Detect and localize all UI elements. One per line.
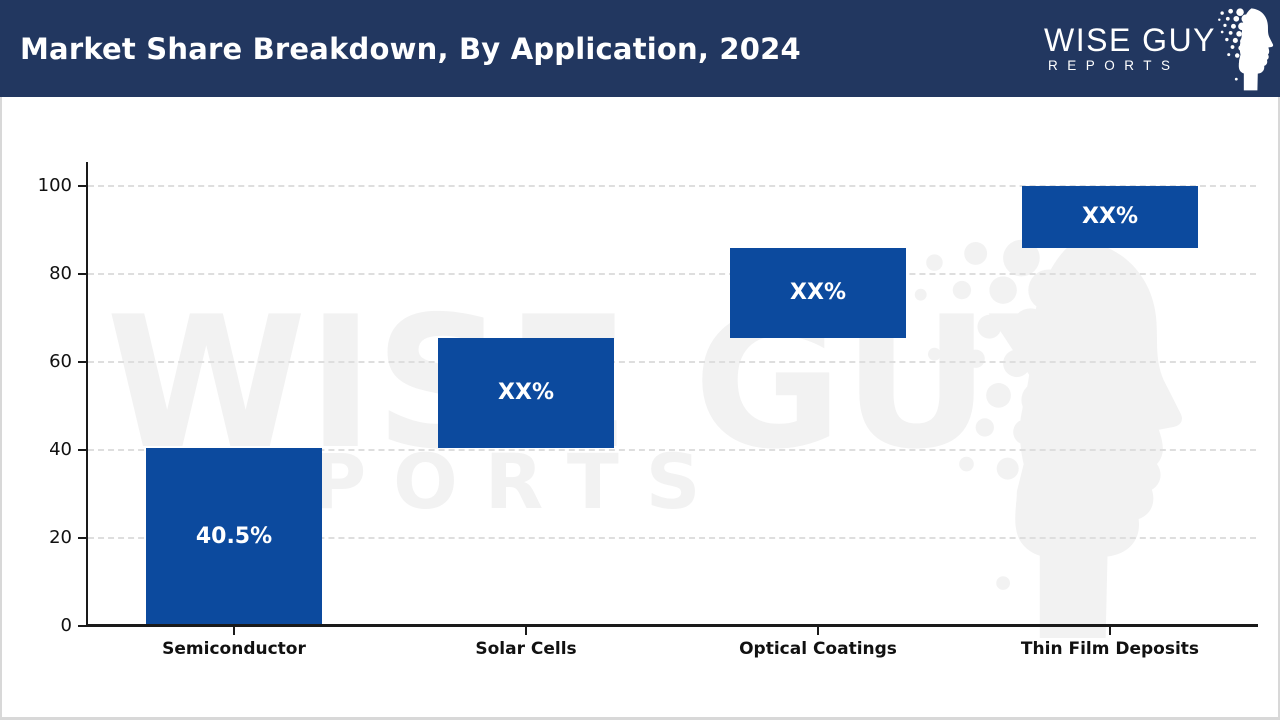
y-axis-tick-label: 80 xyxy=(49,263,72,284)
plot-area: 0 20 40 60 80 100 40.5% Semiconductor XX% Solar C… xyxy=(0,97,1280,720)
bar-value-label: XX% xyxy=(790,280,846,306)
y-axis-tick xyxy=(78,537,86,539)
bar-solar-cells: XX% xyxy=(438,337,614,448)
chart-title: Market Share Breakdown, By Application, … xyxy=(20,31,801,66)
x-axis-category-label: Optical Coatings xyxy=(739,639,897,659)
watermark-head-icon xyxy=(914,239,1182,638)
bar-value-label: XX% xyxy=(498,380,554,406)
x-axis-line xyxy=(86,624,1258,627)
x-axis-tick xyxy=(233,627,235,635)
card-border-right xyxy=(1278,97,1280,720)
x-axis-tick xyxy=(1109,627,1111,635)
gridline xyxy=(88,273,1256,275)
logo-wordmark: WISE GUY xyxy=(1044,22,1217,58)
x-axis-tick xyxy=(525,627,527,635)
y-axis-tick-label: 0 xyxy=(60,615,72,636)
x-axis-category-label: Thin Film Deposits xyxy=(1020,639,1200,659)
y-axis-line xyxy=(86,162,88,627)
gridline xyxy=(88,537,1256,539)
y-axis-tick xyxy=(78,361,86,363)
logo-head-icon xyxy=(1218,8,1274,91)
x-axis-category-label: Semiconductor xyxy=(162,639,306,659)
header-bar: Market Share Breakdown, By Application, … xyxy=(0,0,1280,97)
y-axis-tick-label: 20 xyxy=(49,527,72,548)
bar-thin-film-deposits: XX% xyxy=(1022,186,1198,248)
wiseguy-logo: WISE GUY REPORTS xyxy=(1038,0,1280,97)
y-axis-tick xyxy=(78,185,86,187)
bar-semiconductor: 40.5% xyxy=(146,447,322,626)
x-axis-category-label: Solar Cells xyxy=(475,639,577,659)
y-axis-tick-label: 100 xyxy=(37,175,72,196)
y-axis-tick xyxy=(78,625,86,627)
y-axis-tick xyxy=(78,273,86,275)
gridline xyxy=(88,449,1256,451)
bar-value-label: 40.5% xyxy=(195,524,273,550)
card-border-bottom xyxy=(0,717,1280,720)
gridline xyxy=(88,361,1256,363)
y-axis-tick-label: 60 xyxy=(49,351,72,372)
bar-optical-coatings: XX% xyxy=(730,247,906,338)
logo-subword: REPORTS xyxy=(1048,58,1180,73)
gridline xyxy=(88,185,1256,187)
y-axis-tick xyxy=(78,449,86,451)
bar-value-label: XX% xyxy=(1082,204,1138,230)
card-border-left xyxy=(0,97,2,720)
y-axis-tick-label: 40 xyxy=(49,439,72,460)
x-axis-tick xyxy=(817,627,819,635)
